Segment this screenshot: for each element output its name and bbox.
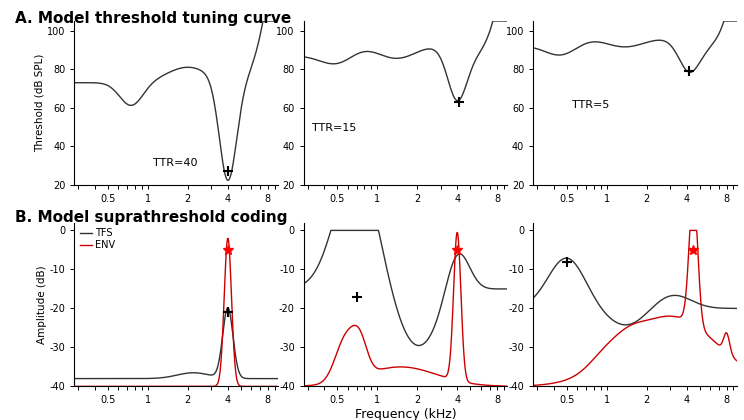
TFS (223, 305, 232, 310)
Text: B. Model suprathreshold coding: B. Model suprathreshold coding (15, 210, 287, 225)
ENV (188, 384, 197, 389)
ENV (273, 384, 282, 389)
ENV (164, 384, 173, 389)
TFS (164, 374, 173, 379)
TFS (177, 372, 186, 377)
Text: TTR=5: TTR=5 (572, 100, 609, 110)
TFS (236, 372, 245, 377)
ENV (269, 384, 278, 389)
TFS (273, 376, 282, 381)
Line: ENV: ENV (68, 238, 278, 386)
Text: A. Model threshold tuning curve: A. Model threshold tuning curve (15, 10, 291, 26)
ENV (177, 384, 186, 389)
ENV (163, 384, 172, 389)
TFS (269, 376, 278, 381)
X-axis label: Frequency (kHz): Frequency (kHz) (355, 408, 456, 420)
Y-axis label: Amplitude (dB): Amplitude (dB) (36, 265, 47, 344)
TFS (188, 370, 197, 375)
Y-axis label: Threshold (dB SPL): Threshold (dB SPL) (34, 54, 44, 152)
Legend: TFS, ENV: TFS, ENV (80, 228, 116, 251)
TFS (163, 374, 172, 379)
ENV (63, 384, 72, 389)
ENV (223, 236, 232, 241)
Line: TFS: TFS (68, 308, 278, 378)
TFS (63, 376, 72, 381)
Text: TTR=15: TTR=15 (312, 123, 356, 133)
Text: TTR=40: TTR=40 (153, 158, 198, 168)
ENV (236, 383, 245, 389)
